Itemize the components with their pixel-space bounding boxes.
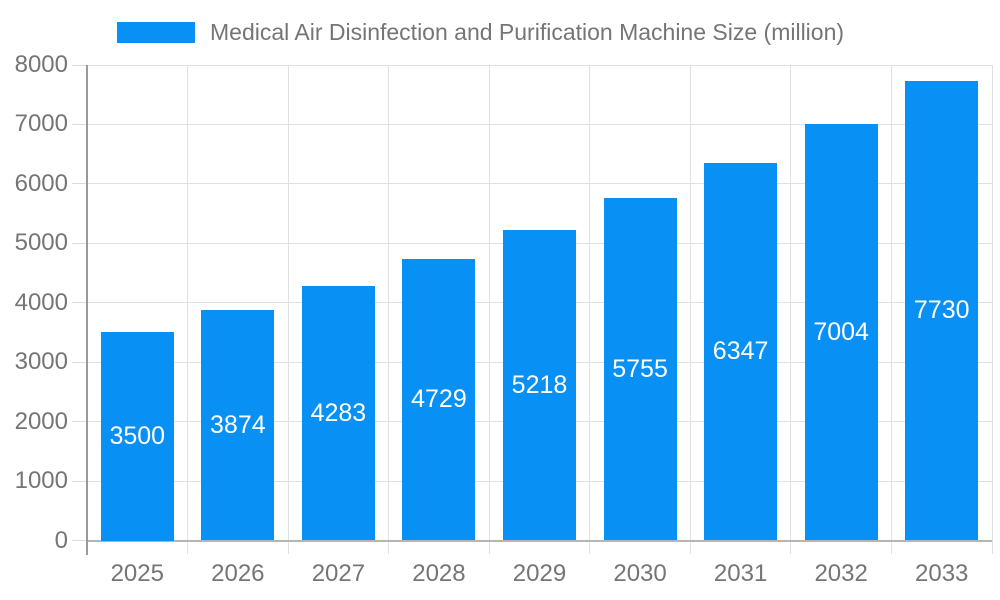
bar-value-label: 3500 [109, 421, 166, 450]
bar-value-label: 7730 [913, 296, 970, 325]
y-tick [72, 64, 87, 66]
y-tick [72, 183, 87, 185]
category-boundary-line [589, 65, 591, 554]
bar: 4283 [301, 285, 375, 541]
bar-value-label: 4729 [411, 385, 467, 414]
bar-value-label: 3874 [210, 410, 266, 439]
legend-label: Medical Air Disinfection and Purificatio… [210, 19, 845, 45]
y-gridline [87, 183, 992, 185]
x-axis-label: 2029 [512, 559, 567, 587]
x-axis-line [87, 539, 992, 542]
y-axis-label: 5000 [14, 229, 68, 257]
category-boundary-line [187, 65, 189, 554]
bar-value-label: 4283 [310, 398, 367, 427]
y-axis-label: 0 [54, 526, 68, 554]
y-axis-label: 8000 [14, 51, 68, 78]
category-boundary-line [287, 65, 289, 554]
y-axis-label: 7000 [14, 110, 68, 138]
bar: 5755 [603, 198, 677, 541]
bar: 4729 [402, 259, 476, 541]
bar: 7004 [804, 124, 878, 541]
y-gridline [87, 123, 992, 125]
y-tick [72, 302, 87, 304]
x-axis-label: 2032 [814, 559, 868, 587]
y-tick [72, 123, 87, 125]
x-axis-label: 2033 [915, 559, 969, 587]
y-axis-label: 1000 [14, 467, 68, 495]
y-tick [72, 480, 87, 482]
x-axis-label: 2030 [613, 559, 667, 587]
y-axis-line [86, 65, 88, 555]
y-tick [72, 540, 87, 541]
y-gridline [87, 64, 992, 66]
bar: 7730 [905, 81, 979, 541]
y-tick [72, 242, 87, 244]
bar: 3874 [201, 310, 275, 541]
bar-value-label: 5218 [511, 370, 568, 399]
category-boundary-line [890, 65, 892, 554]
y-axis-label: 6000 [14, 169, 68, 197]
category-boundary-line [991, 65, 993, 554]
category-boundary-line [388, 65, 390, 554]
y-axis-label: 4000 [14, 288, 68, 316]
x-axis-label: 2027 [311, 559, 366, 587]
x-axis-label: 2025 [110, 559, 164, 587]
category-boundary-line [689, 65, 691, 554]
x-axis-label: 2026 [211, 559, 265, 587]
bar: 5218 [502, 230, 576, 541]
x-axis-label: 2028 [412, 559, 466, 587]
bar: 6347 [704, 163, 778, 541]
y-tick [72, 421, 87, 423]
y-tick [72, 361, 87, 363]
category-boundary-line [488, 65, 490, 554]
x-axis-label: 2031 [713, 559, 768, 587]
bar-value-label: 6347 [712, 337, 769, 366]
legend-swatch [117, 22, 195, 43]
y-axis-label: 3000 [14, 348, 68, 376]
bar-value-label: 7004 [813, 317, 869, 346]
category-boundary-line [790, 65, 792, 554]
legend[interactable]: Medical Air Disinfection and Purificatio… [117, 19, 845, 45]
bar-value-label: 5755 [612, 354, 668, 383]
y-axis-label: 2000 [14, 407, 68, 435]
bar: 3500 [100, 332, 174, 541]
